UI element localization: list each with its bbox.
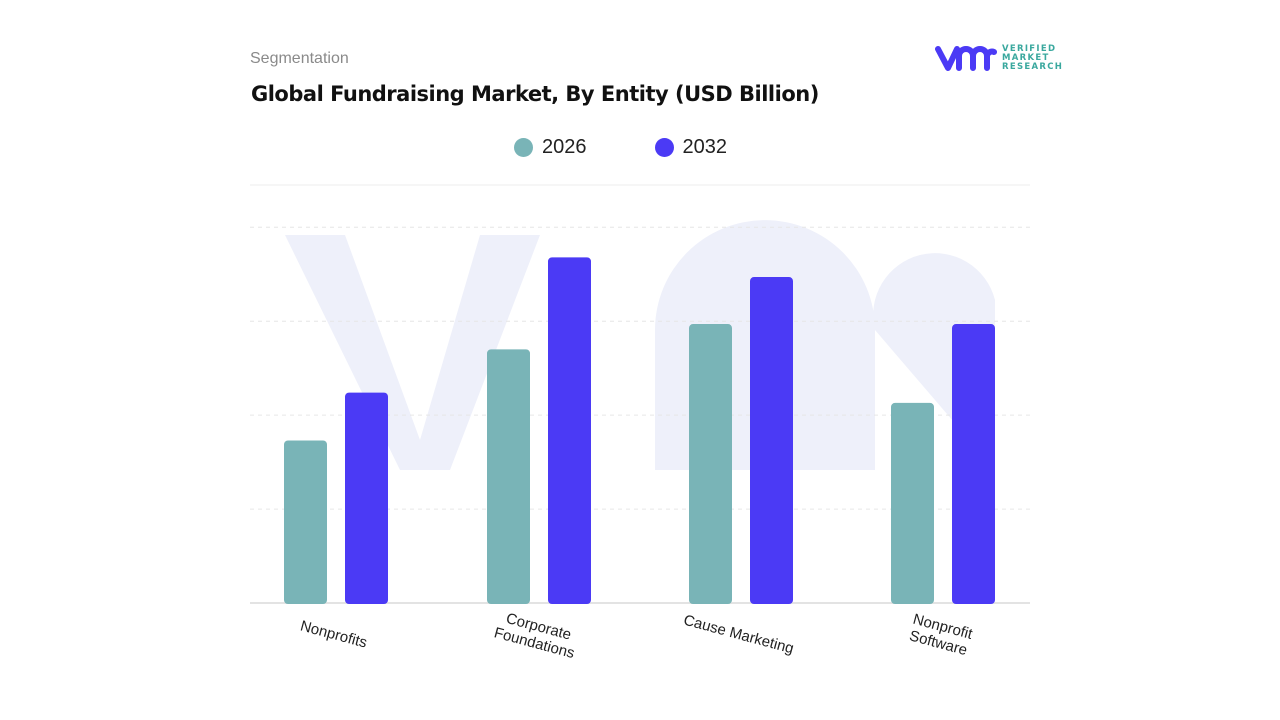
bar-2026-nonprofit-software	[891, 402, 934, 604]
x-tick-label-line: Cause Marketing	[682, 612, 796, 658]
legend-swatch	[654, 138, 674, 157]
x-tick-label: Nonprofits	[298, 617, 368, 651]
logo-text: VERIFIED MARKET RESEARCH	[1002, 43, 1064, 72]
bar-2026-nonprofits	[284, 440, 327, 604]
segment-label: Segmentation	[250, 50, 349, 67]
logo-line: VERIFIED	[1002, 43, 1057, 54]
x-tick-label: CorporateFoundations	[492, 608, 581, 662]
vmr-logo-icon	[935, 46, 997, 71]
bar-2032-nonprofit-software	[952, 324, 995, 604]
bar-2026-cause-marketing	[689, 324, 732, 604]
x-tick-label-line: Nonprofits	[298, 617, 368, 651]
bar-2032-corporate-foundations	[548, 257, 591, 604]
logo-line: MARKET	[1002, 52, 1050, 63]
chart-title: Global Fundraising Market, By Entity (US…	[251, 82, 819, 106]
logo-line: RESEARCH	[1002, 61, 1064, 72]
watermark-logo	[285, 220, 995, 470]
bar-2032-nonprofits	[345, 392, 388, 604]
legend-label: 2032	[682, 136, 728, 158]
legend-swatch	[514, 138, 533, 157]
x-tick-label: Cause Marketing	[682, 612, 796, 658]
bar-2026-corporate-foundations	[487, 349, 530, 604]
legend-item-2026[interactable]: 2026	[514, 136, 587, 159]
x-tick-label: NonprofitSoftware	[907, 611, 975, 660]
vmr-logo: VERIFIED MARKET RESEARCH	[935, 44, 1063, 72]
bar-2032-cause-marketing	[750, 277, 793, 604]
legend-label: 2026	[542, 136, 587, 158]
legend: 2026 2032	[514, 136, 727, 159]
legend-item-2032[interactable]: 2032	[654, 136, 728, 159]
